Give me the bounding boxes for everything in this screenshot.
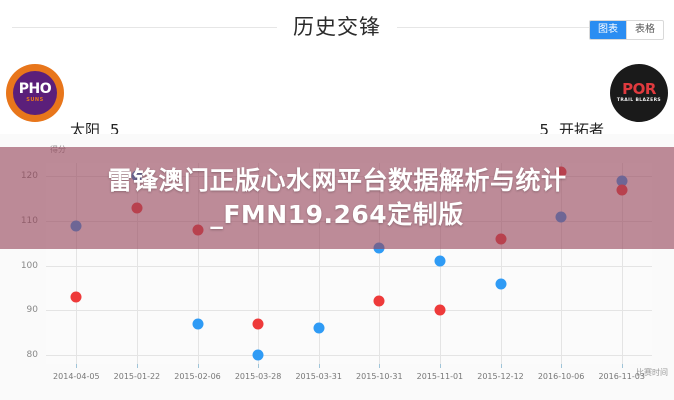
gridline-vertical	[561, 163, 563, 364]
page-title: 历史交锋	[0, 14, 674, 40]
x-axis-tick-mark	[318, 364, 320, 368]
gridline-vertical	[76, 163, 78, 364]
x-axis-tick: 2015-03-28	[234, 372, 282, 381]
x-axis-tick: 2016-10-06	[537, 372, 585, 381]
x-axis-tick: 2016-11-03	[598, 372, 645, 381]
home-logo-sub: SUNS	[26, 97, 44, 103]
scatter-point[interactable]	[434, 304, 446, 316]
panel-header: 历史交锋 图表 表格	[0, 0, 674, 56]
y-axis-tick: 90	[26, 305, 38, 316]
scatter-point[interactable]	[495, 278, 506, 290]
x-axis-tick: 2015-02-06	[174, 372, 221, 381]
x-axis-tick-mark	[500, 364, 502, 368]
scatter-point[interactable]	[373, 295, 385, 307]
away-logo-sub: TRAIL BLAZERS	[616, 97, 662, 103]
view-toggle-group[interactable]: 图表 表格	[589, 20, 664, 40]
scatter-point[interactable]	[252, 318, 264, 330]
gridline-vertical	[621, 163, 623, 364]
gridline-vertical	[500, 163, 502, 364]
gridline-vertical	[136, 163, 138, 364]
gridline-horizontal	[46, 355, 652, 357]
home-logo-abbr: PHO	[18, 81, 52, 97]
matchup-row: PHO SUNS POR TRAIL BLAZERS 太阳 5 5 开拓者	[0, 56, 674, 172]
gridline-vertical	[379, 163, 381, 364]
scatter-point[interactable]	[70, 291, 82, 303]
x-axis-tick: 2014-04-05	[53, 372, 100, 381]
watermark-text: 雷锋澳门正版心水网平台数据解析与统计_FMN19.264定制版	[107, 166, 567, 229]
suns-logo-icon: PHO SUNS	[13, 71, 57, 115]
x-axis-tick-mark	[621, 364, 623, 368]
x-axis-tick-mark	[136, 364, 138, 368]
x-axis-tick-mark	[379, 364, 381, 368]
y-axis-tick: 80	[26, 350, 38, 361]
x-axis-tick: 2015-10-31	[356, 372, 403, 381]
scatter-point[interactable]	[434, 255, 446, 267]
gridline-horizontal	[46, 265, 652, 267]
scatter-point[interactable]	[252, 349, 264, 361]
x-axis-tick: 2015-12-12	[477, 372, 524, 381]
x-axis-tick-mark	[197, 364, 199, 368]
x-axis-tick-mark	[76, 364, 78, 368]
x-axis-tick: 2015-11-01	[416, 372, 464, 381]
gridline-vertical	[197, 163, 199, 364]
gridline-vertical	[318, 163, 320, 364]
home-team-score: 5	[110, 121, 120, 139]
page-title-text: 历史交锋	[277, 14, 397, 40]
away-logo-abbr: POR	[622, 79, 656, 98]
home-team-logo[interactable]: PHO SUNS	[6, 64, 64, 122]
x-axis-tick: 2015-01-22	[113, 372, 161, 381]
gridline-vertical	[258, 163, 260, 364]
scatter-point[interactable]	[313, 322, 325, 334]
x-axis-title: 比赛时间	[636, 368, 668, 377]
x-axis-tick: 2015-03-31	[295, 372, 342, 381]
scatter-point[interactable]	[192, 318, 203, 330]
x-axis-tick-mark	[439, 364, 441, 368]
x-axis-tick-mark	[561, 364, 563, 368]
tab-table-view[interactable]: 表格	[626, 21, 663, 39]
x-axis-tick-mark	[258, 364, 260, 368]
gridline-horizontal	[46, 310, 652, 312]
watermark-banner: 雷锋澳门正版心水网平台数据解析与统计_FMN19.264定制版	[0, 147, 674, 249]
away-team-logo[interactable]: POR TRAIL BLAZERS	[610, 64, 668, 122]
away-team-score: 5	[539, 121, 549, 139]
y-axis-tick: 100	[20, 260, 38, 271]
tab-chart-view[interactable]: 图表	[590, 21, 626, 39]
